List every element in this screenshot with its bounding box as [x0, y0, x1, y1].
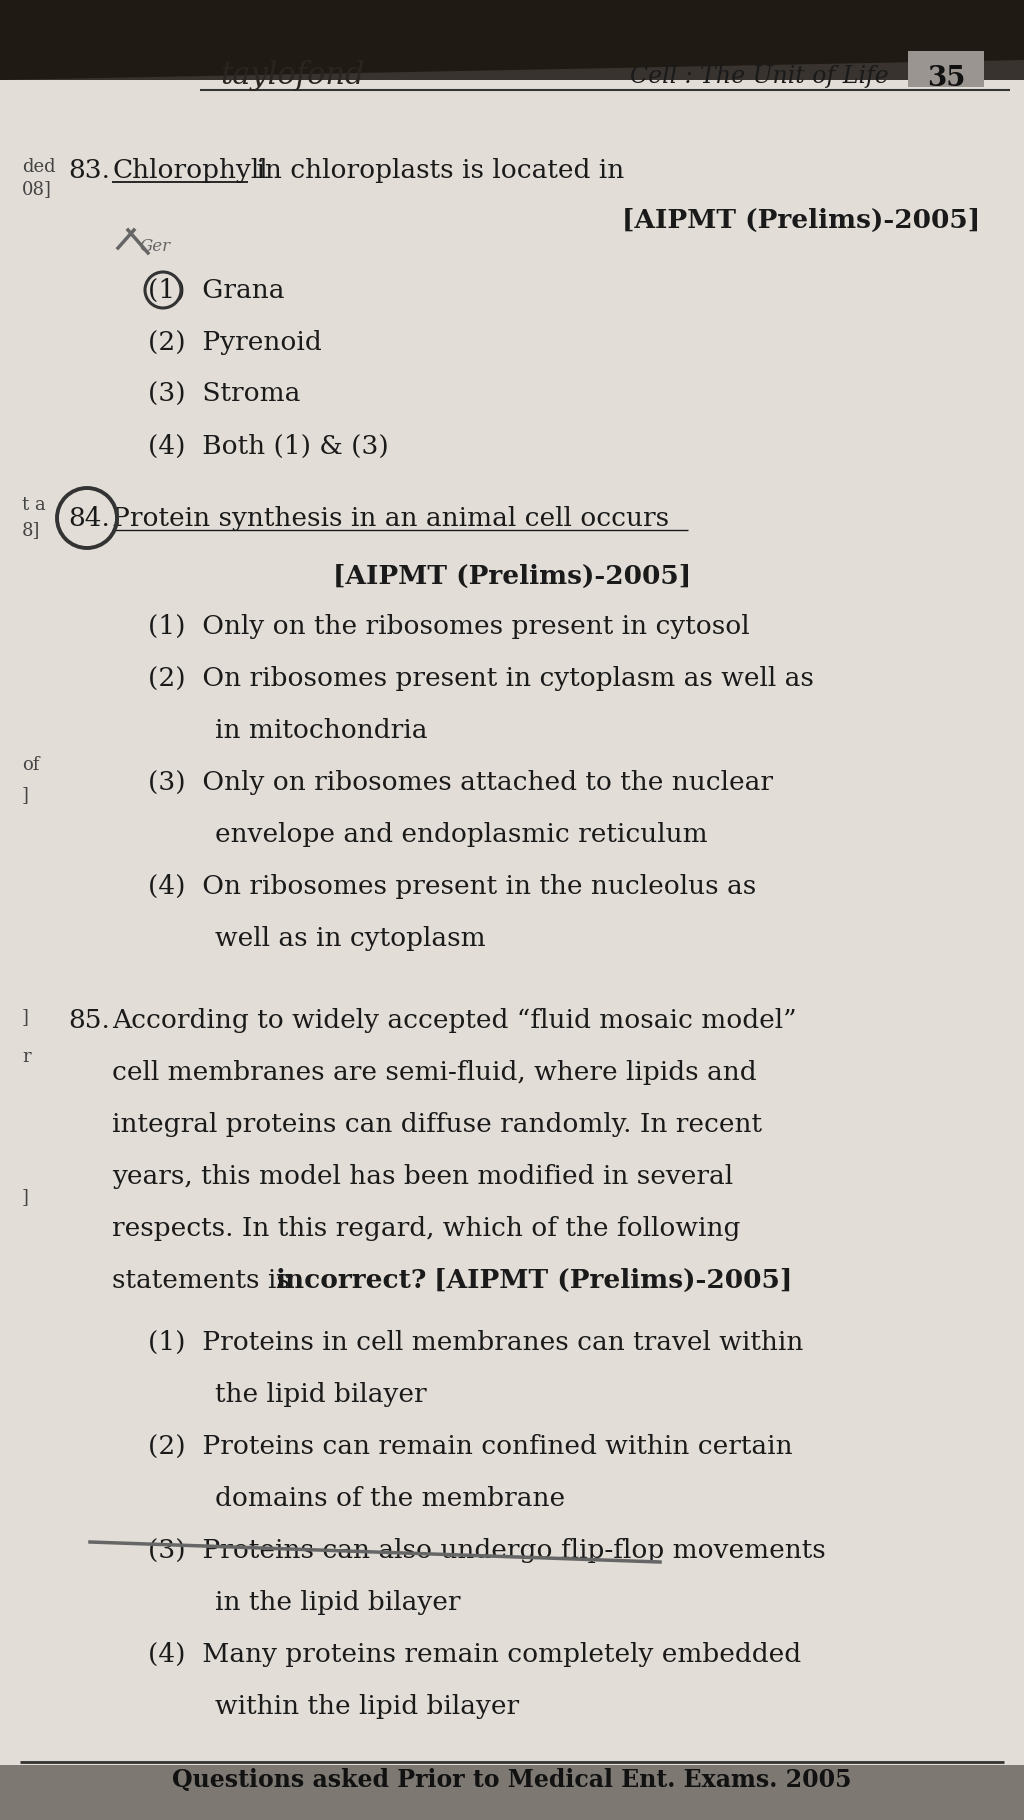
Text: (4)  Many proteins remain completely embedded: (4) Many proteins remain completely embe…	[148, 1642, 801, 1667]
Text: in mitochondria: in mitochondria	[148, 719, 427, 743]
Text: (1)  Proteins in cell membranes can travel within: (1) Proteins in cell membranes can trave…	[148, 1330, 804, 1356]
Text: Chlorophyll: Chlorophyll	[112, 158, 267, 184]
Text: 84.: 84.	[68, 506, 110, 531]
Text: (1)  Only on the ribosomes present in cytosol: (1) Only on the ribosomes present in cyt…	[148, 613, 750, 639]
Text: 85.: 85.	[68, 1008, 110, 1034]
Text: Protein synthesis in an animal cell occurs: Protein synthesis in an animal cell occu…	[112, 506, 669, 531]
Text: [AIPMT (Prelims)-2005]: [AIPMT (Prelims)-2005]	[425, 1269, 793, 1292]
Text: (3)  Only on ribosomes attached to the nuclear: (3) Only on ribosomes attached to the nu…	[148, 770, 773, 795]
Text: 08]: 08]	[22, 180, 52, 198]
Text: t a: t a	[22, 497, 46, 513]
Text: [AIPMT (Prelims)-2005]: [AIPMT (Prelims)-2005]	[333, 564, 691, 590]
Text: in chloroplasts is located in: in chloroplasts is located in	[248, 158, 625, 184]
Text: 83.: 83.	[68, 158, 110, 184]
Text: ded: ded	[22, 158, 55, 177]
Text: According to widely accepted “fluid mosaic model”: According to widely accepted “fluid mosa…	[112, 1008, 797, 1034]
Text: Cell : The Unit of Life: Cell : The Unit of Life	[630, 66, 889, 87]
Text: respects. In this regard, which of the following: respects. In this regard, which of the f…	[112, 1216, 740, 1241]
Text: (3)  Proteins can also undergo flip-flop movements: (3) Proteins can also undergo flip-flop …	[148, 1538, 825, 1563]
Text: Ger: Ger	[140, 238, 171, 255]
Text: ]: ]	[22, 1008, 29, 1026]
Text: (1)  Grana: (1) Grana	[148, 278, 285, 302]
Text: integral proteins can diffuse randomly. In recent: integral proteins can diffuse randomly. …	[112, 1112, 762, 1138]
Text: envelope and endoplasmic reticulum: envelope and endoplasmic reticulum	[148, 823, 708, 846]
Text: (4)  Both (1) & (3): (4) Both (1) & (3)	[148, 433, 389, 459]
Text: 8]: 8]	[22, 521, 40, 539]
Text: incorrect?: incorrect?	[275, 1269, 426, 1292]
Text: (2)  On ribosomes present in cytoplasm as well as: (2) On ribosomes present in cytoplasm as…	[148, 666, 814, 692]
Bar	[908, 51, 984, 87]
Bar	[0, 1765, 1024, 1820]
Text: (2)  Pyrenoid: (2) Pyrenoid	[148, 329, 322, 355]
Text: ]: ]	[22, 1188, 29, 1207]
Polygon shape	[0, 0, 1024, 80]
Text: well as in cytoplasm: well as in cytoplasm	[148, 926, 485, 952]
Text: cell membranes are semi-fluid, where lipids and: cell membranes are semi-fluid, where lip…	[112, 1059, 757, 1085]
Text: domains of the membrane: domains of the membrane	[148, 1485, 565, 1511]
Text: ]: ]	[22, 786, 29, 804]
Text: Questions asked Prior to Medical Ent. Exams. 2005: Questions asked Prior to Medical Ent. Ex…	[172, 1767, 852, 1793]
Text: taylofond: taylofond	[220, 60, 365, 91]
Text: (4)  On ribosomes present in the nucleolus as: (4) On ribosomes present in the nucleolu…	[148, 874, 757, 899]
Text: (2)  Proteins can remain confined within certain: (2) Proteins can remain confined within …	[148, 1434, 793, 1460]
Text: (3)  Stroma: (3) Stroma	[148, 382, 300, 408]
Text: r: r	[22, 1048, 31, 1067]
Text: years, this model has been modified in several: years, this model has been modified in s…	[112, 1165, 733, 1188]
Text: statements is: statements is	[112, 1269, 298, 1292]
Text: 35: 35	[927, 66, 966, 93]
Bar	[0, 0, 1024, 80]
Text: of: of	[22, 755, 39, 774]
Text: [AIPMT (Prelims)-2005]: [AIPMT (Prelims)-2005]	[622, 207, 980, 233]
Text: within the lipid bilayer: within the lipid bilayer	[148, 1694, 519, 1720]
Text: the lipid bilayer: the lipid bilayer	[148, 1381, 427, 1407]
Text: in the lipid bilayer: in the lipid bilayer	[148, 1591, 461, 1614]
